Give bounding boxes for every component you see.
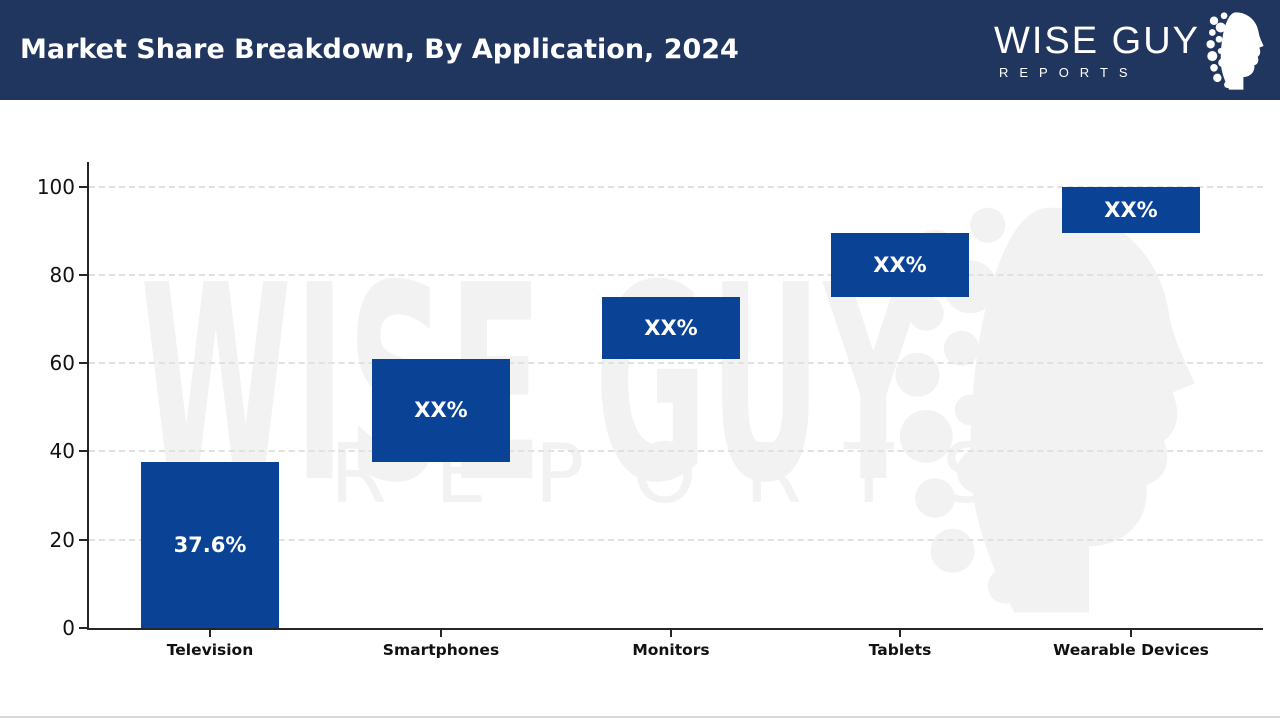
bar	[372, 358, 510, 462]
y-tick-label: 100	[36, 174, 75, 199]
bar	[831, 232, 969, 297]
bottom-divider	[0, 716, 1280, 718]
logo-wordmark: WISE GUY	[993, 20, 1200, 63]
y-tick-label: 40	[49, 439, 75, 464]
watermark-face-icon	[895, 207, 1195, 613]
y-tick-label: 20	[49, 527, 75, 552]
y-tick-mark	[79, 627, 87, 629]
logo-face-icon	[1206, 12, 1264, 90]
y-axis-line	[87, 162, 89, 630]
logo-subtext: REPORTS	[998, 64, 1139, 80]
y-tick-mark	[79, 538, 87, 541]
page-title: Market Share Breakdown, By Application, …	[20, 34, 739, 65]
y-tick-mark	[79, 273, 87, 276]
y-tick-label: 60	[49, 351, 75, 376]
x-tick-mark	[209, 630, 211, 637]
x-tick-mark	[670, 630, 672, 637]
x-tick-mark	[899, 630, 901, 637]
gridline	[89, 538, 1263, 541]
x-tick-mark	[1130, 630, 1132, 637]
gridline	[89, 273, 1263, 276]
bar-value-label: XX%	[1104, 197, 1158, 222]
y-tick-label: 0	[62, 616, 75, 640]
bar-value-label: XX%	[414, 398, 468, 423]
bar-value-label: 37.6%	[173, 532, 247, 557]
bar	[141, 461, 279, 628]
category-label: Wearable Devices	[1053, 641, 1209, 659]
gridline	[89, 185, 1263, 188]
category-label: Smartphones	[382, 641, 500, 659]
bar	[602, 296, 740, 359]
y-tick-label: 80	[49, 262, 75, 287]
y-tick-mark	[79, 185, 87, 188]
gridline	[89, 362, 1263, 365]
y-tick-mark	[79, 362, 87, 365]
gridline	[89, 450, 1263, 453]
x-tick-mark	[440, 630, 442, 637]
bar-value-label: XX%	[873, 252, 927, 277]
category-label: Television	[166, 641, 254, 659]
header-bar: Market Share Breakdown, By Application, …	[0, 0, 1280, 100]
x-axis-line	[87, 628, 1263, 630]
wise-guy-reports-logo: WISE GUY REPORTS	[994, 8, 1266, 94]
category-label: Tablets	[868, 641, 932, 659]
bar-value-label: XX%	[644, 315, 698, 340]
bar	[1062, 186, 1200, 233]
category-label: Monitors	[632, 641, 710, 659]
y-tick-mark	[79, 450, 87, 453]
